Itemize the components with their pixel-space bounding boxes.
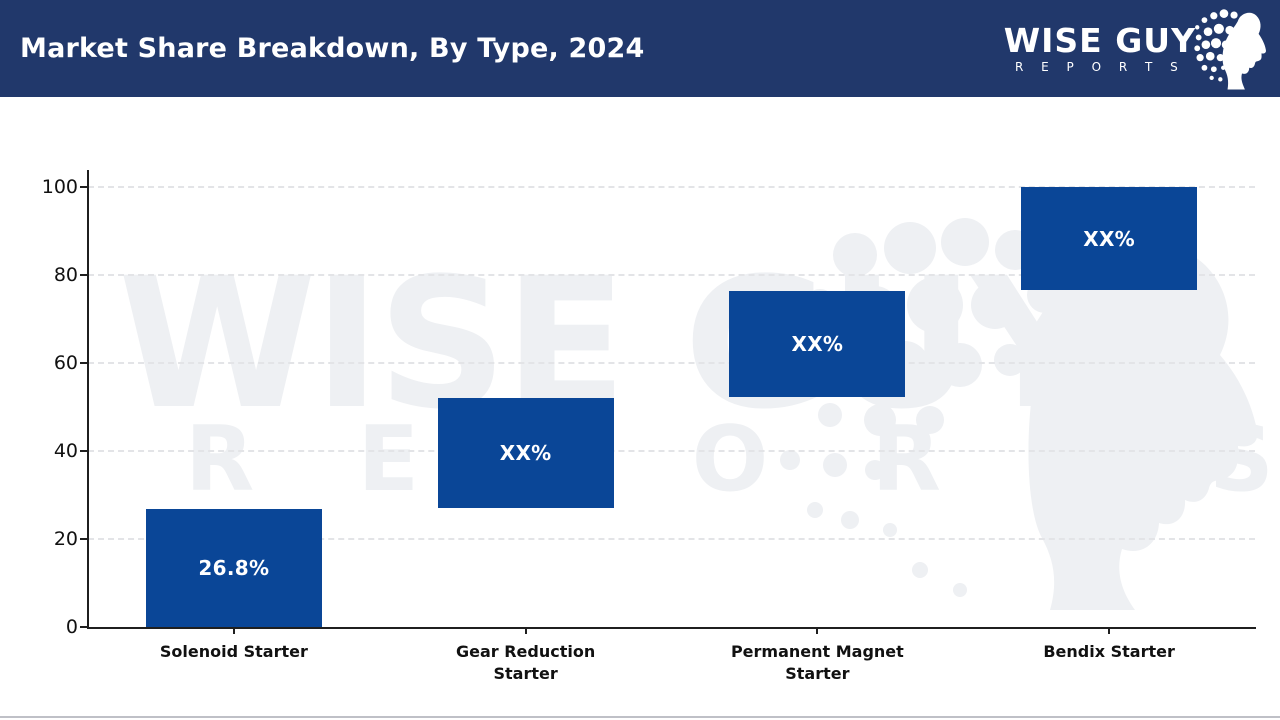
logo-text: WISE GUY R E P O R T S [1003, 20, 1196, 75]
y-axis-tick [80, 626, 88, 628]
header-bar: Market Share Breakdown, By Type, 2024 WI… [0, 0, 1280, 97]
y-gridline [88, 274, 1255, 276]
x-axis-tick [524, 627, 527, 634]
page-title: Market Share Breakdown, By Type, 2024 [20, 33, 645, 64]
y-gridline [88, 538, 1255, 540]
y-axis-tick-label: 100 [41, 176, 78, 198]
y-gridline [88, 450, 1255, 452]
x-axis-category-label: Bendix Starter [989, 641, 1229, 663]
x-axis-category-text: Solenoid Starter [159, 642, 308, 661]
bar-value-label: 26.8% [198, 556, 270, 581]
x-axis-category-text: Gear Reduction Starter [455, 642, 596, 683]
x-axis-category-label: Gear Reduction Starter [406, 641, 646, 684]
x-axis-category-text: Permanent Magnet Starter [730, 642, 904, 683]
logo-face-icon [1194, 9, 1266, 90]
x-axis-category-label: Permanent Magnet Starter [697, 641, 937, 684]
y-axis-tick-label: 60 [53, 352, 78, 374]
bar-value-label: XX% [499, 441, 552, 466]
x-axis-tick [232, 627, 235, 634]
y-axis-tick-label: 20 [53, 528, 78, 550]
footer-divider [0, 716, 1280, 718]
y-axis-tick-label: 80 [53, 264, 78, 286]
chart-area: WISE GUY R E P O R T S 0 20 40 60 80 100 26.8%… [0, 97, 1280, 717]
y-gridline [88, 362, 1255, 364]
x-axis-tick [1108, 627, 1111, 634]
x-axis-category-label: Solenoid Starter [114, 641, 354, 663]
wise-guy-logo: WISE GUY R E P O R T S [1004, 8, 1268, 90]
bar-segment: XX% [1021, 187, 1198, 291]
bar-segment: XX% [437, 398, 614, 509]
logo-wordmark: WISE GUY [1003, 20, 1196, 60]
y-axis-tick [80, 362, 88, 364]
y-axis-tick-label: 0 [65, 616, 78, 638]
y-axis-line [87, 170, 89, 629]
bar-segment: XX% [729, 290, 906, 397]
y-axis-tick-label: 40 [53, 440, 78, 462]
bar-segment: 26.8% [145, 509, 322, 627]
y-axis-tick [80, 450, 88, 452]
logo-subtitle: R E P O R T S [1014, 60, 1185, 75]
x-axis-tick [816, 627, 819, 634]
bar-value-label: XX% [791, 331, 844, 356]
y-gridline [88, 186, 1255, 188]
y-axis-tick [80, 538, 88, 540]
y-axis-tick [80, 186, 88, 188]
bar-value-label: XX% [1083, 226, 1136, 251]
y-axis-tick [80, 274, 88, 276]
x-axis-category-text: Bendix Starter [1043, 642, 1175, 661]
x-axis-line [87, 627, 1256, 629]
